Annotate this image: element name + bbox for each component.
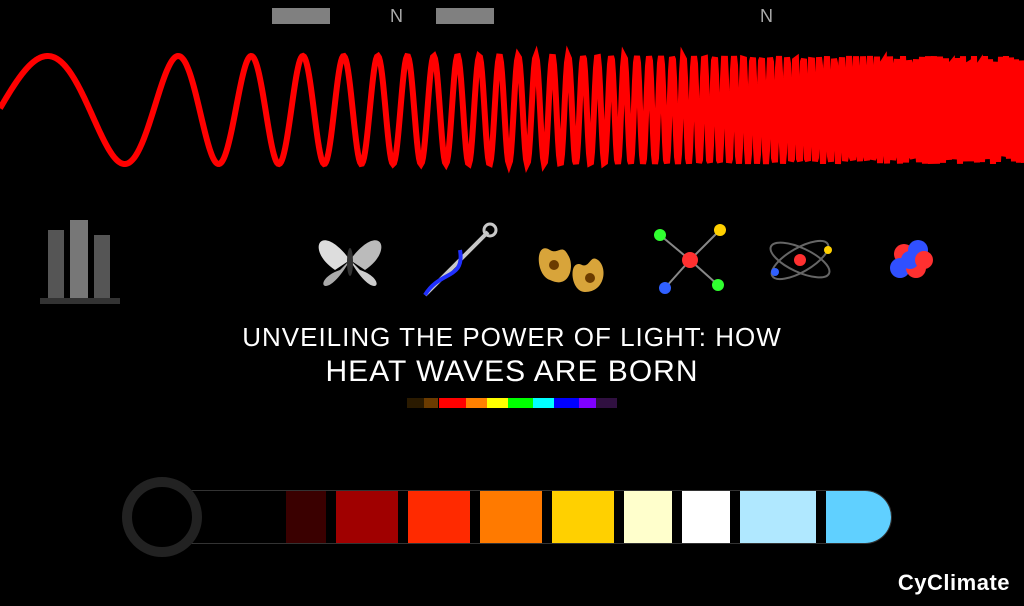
spectrum-segment	[424, 398, 439, 408]
thermometer-segment	[740, 491, 816, 544]
thermometer-segment	[408, 491, 470, 544]
thermometer-segment	[480, 491, 542, 544]
headline: UNVEILING THE POWER OF LIGHT: HOW HEAT W…	[0, 322, 1024, 389]
spectrum-segment	[466, 398, 487, 408]
spectrum-segment	[533, 398, 554, 408]
thermometer-bulb	[122, 477, 202, 557]
molecule-icon	[640, 210, 740, 310]
spectrum-segment	[596, 398, 617, 408]
spectrum-segment	[579, 398, 596, 408]
needle-icon	[410, 210, 510, 310]
spectrum-segment	[407, 398, 424, 408]
spectrum-segment	[554, 398, 579, 408]
thermometer-segment	[682, 491, 730, 544]
em-wave	[0, 30, 1024, 190]
headline-line1: UNVEILING THE POWER OF LIGHT: HOW	[0, 322, 1024, 353]
thermometer-segment	[826, 491, 892, 544]
butterfly-icon	[300, 210, 400, 310]
watermark: CyClimate	[898, 570, 1010, 596]
cells-icon	[520, 210, 620, 310]
thermometer-segment	[336, 491, 398, 544]
thermometer-segment	[624, 491, 672, 544]
top-n-label: N	[760, 6, 773, 27]
wave-svg	[0, 30, 1024, 190]
atom-icon	[750, 210, 850, 310]
scale-icons-row	[0, 210, 1024, 320]
top-gray-bar	[436, 8, 494, 24]
spectrum-segment	[487, 398, 508, 408]
top-n-label: N	[390, 6, 403, 27]
spectrum-segment	[508, 398, 533, 408]
visible-spectrum-bar	[407, 398, 617, 408]
thermometer-segment	[552, 491, 614, 544]
buildings-icon	[30, 210, 130, 310]
top-gray-bar	[272, 8, 330, 24]
top-markers: NN	[0, 6, 1024, 30]
wave-path	[0, 56, 1024, 164]
thermometer-track	[172, 490, 892, 544]
blackbody-thermometer	[132, 478, 892, 556]
spectrum-segment	[439, 398, 466, 408]
headline-line2: HEAT WAVES ARE BORN	[0, 355, 1024, 389]
thermometer-segment	[286, 491, 326, 544]
nucleus-icon	[860, 210, 960, 310]
